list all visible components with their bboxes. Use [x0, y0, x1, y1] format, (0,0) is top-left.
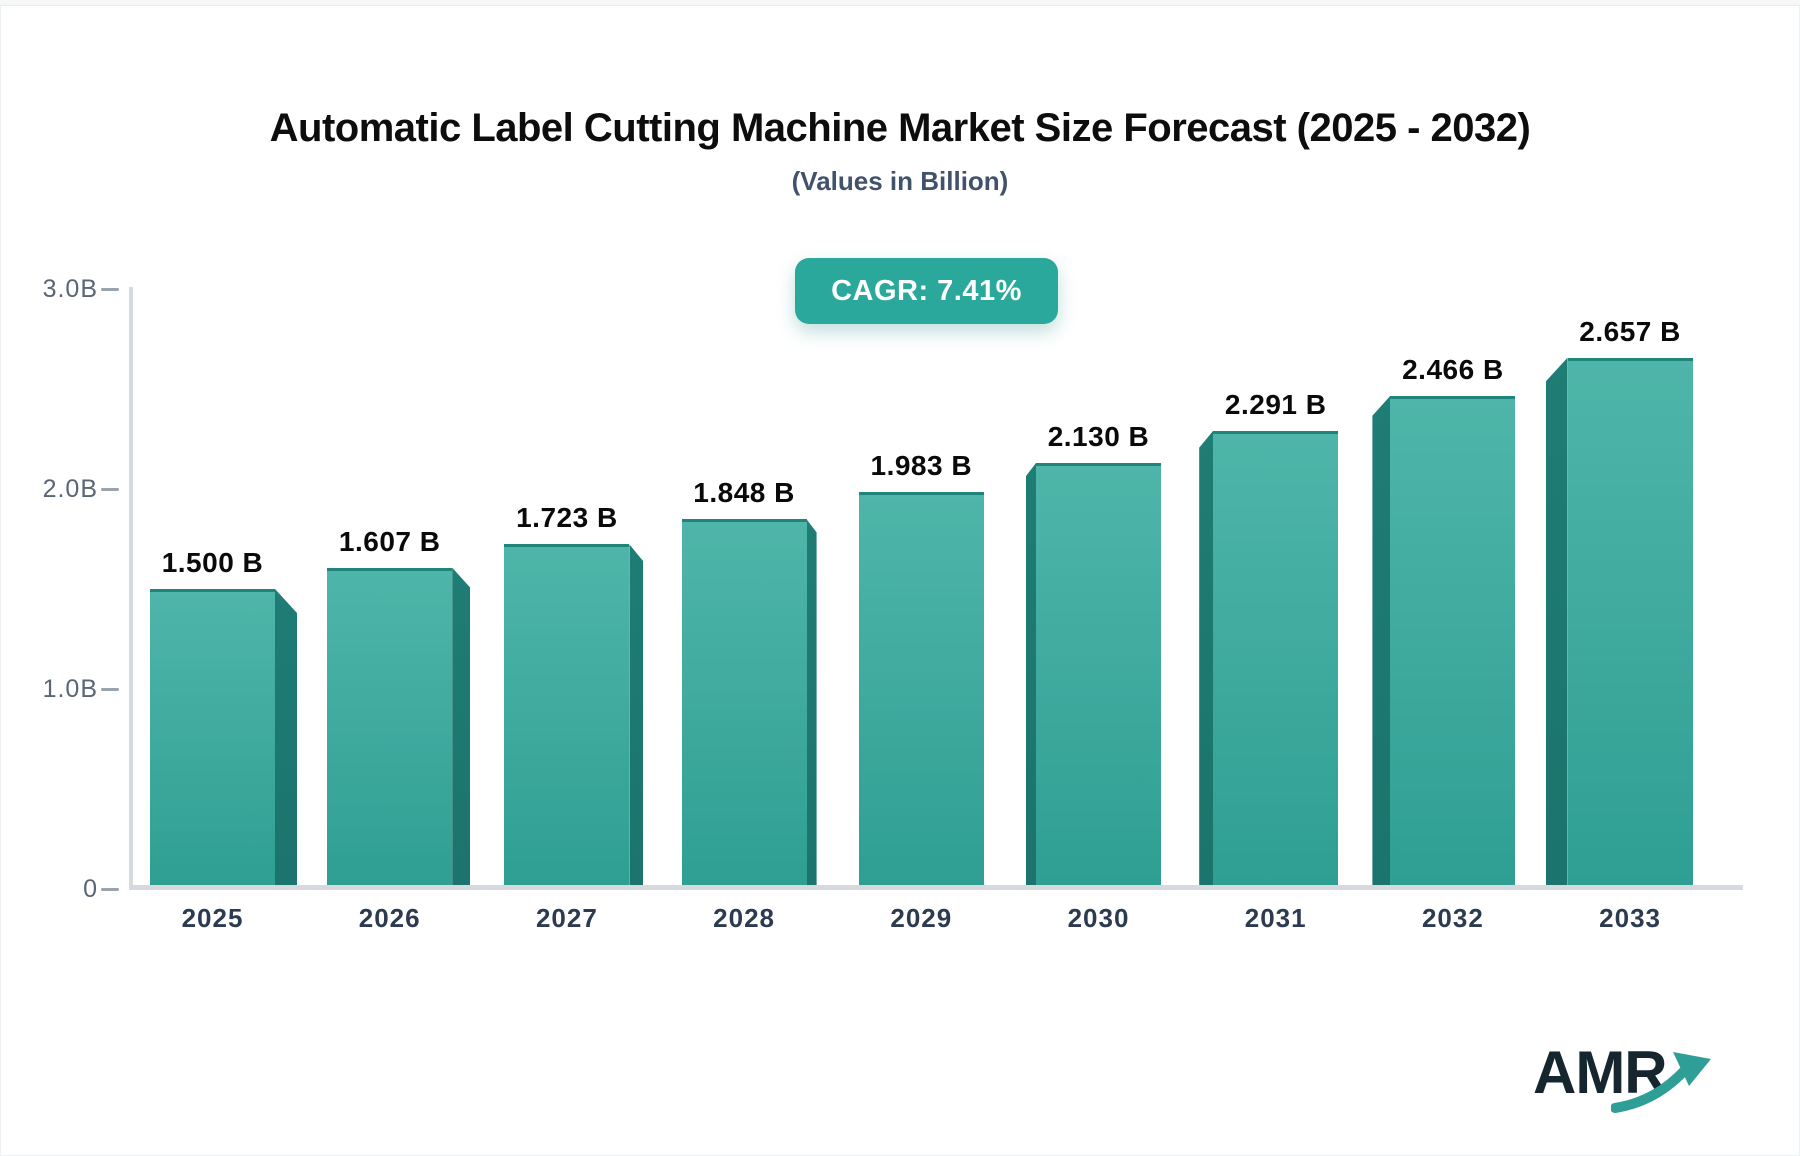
- bar-value-label: 1.607 B: [338, 525, 441, 557]
- bar-side-face: [629, 544, 644, 885]
- x-tick-label: 2026: [358, 903, 421, 933]
- bar-value-label: 1.723 B: [516, 502, 618, 534]
- bar-side-face: [806, 519, 817, 885]
- chart-subtitle: (Values in Billion): [791, 166, 1009, 196]
- bar-side-face: [1372, 395, 1391, 885]
- bar-front-face: [858, 492, 984, 885]
- bar-side-face: [275, 589, 297, 885]
- amr-logo: AMR: [1533, 1038, 1723, 1118]
- bar-side-face: [452, 567, 471, 885]
- top-border: [0, 0, 1800, 6]
- x-tick-label: 2032: [1421, 903, 1484, 933]
- bar-side-face: [1199, 430, 1214, 885]
- y-tick-dash: [101, 888, 119, 891]
- x-tick-label: 2028: [713, 903, 776, 933]
- bar-value-label: 1.500 B: [161, 547, 264, 578]
- bar-value-label: 2.657 B: [1579, 315, 1681, 347]
- bar-front-face: [504, 544, 630, 885]
- bar-front-face: [1390, 395, 1516, 885]
- y-axis-line: [129, 287, 133, 889]
- bar-front-face: [1036, 463, 1161, 885]
- bar-value-label: 2.466 B: [1402, 353, 1504, 385]
- y-tick-dash: [101, 688, 119, 691]
- bar-side-face: [1026, 463, 1036, 885]
- bar-front-face: [681, 519, 807, 885]
- y-tick-dash: [101, 288, 119, 291]
- y-tick-label: 0: [83, 875, 98, 903]
- cagr-badge-label: CAGR: 7.41%: [831, 274, 1022, 307]
- x-axis-line: [129, 885, 1743, 890]
- bar-value-label: 1.848 B: [693, 477, 795, 509]
- bar-front-face: [150, 589, 275, 885]
- x-tick-label: 2031: [1244, 903, 1307, 933]
- bar-front-face: [1567, 357, 1693, 885]
- x-tick-label: 2025: [181, 903, 244, 933]
- y-tick-label: 1.0B: [42, 675, 98, 703]
- x-tick-label: 2030: [1067, 903, 1130, 933]
- bar-front-face: [1213, 430, 1339, 885]
- bar-side-face: [1545, 357, 1568, 885]
- x-tick-label: 2027: [535, 903, 598, 933]
- x-tick-label: 2033: [1599, 903, 1662, 933]
- growth-arrow-icon: [1611, 1052, 1711, 1113]
- bar-front-face: [327, 567, 453, 885]
- x-tick-label: 2029: [890, 903, 953, 933]
- cagr-badge: CAGR: 7.41%: [795, 258, 1058, 324]
- y-tick-label: 2.0B: [42, 475, 98, 503]
- bar-value-label: 1.983 B: [870, 450, 973, 482]
- chart-title: Automatic Label Cutting Machine Market S…: [269, 106, 1531, 150]
- bar-value-label: 2.130 B: [1047, 421, 1150, 452]
- y-tick-label: 3.0B: [42, 275, 98, 303]
- y-tick-dash: [101, 488, 119, 491]
- bar-value-label: 2.291 B: [1224, 388, 1327, 420]
